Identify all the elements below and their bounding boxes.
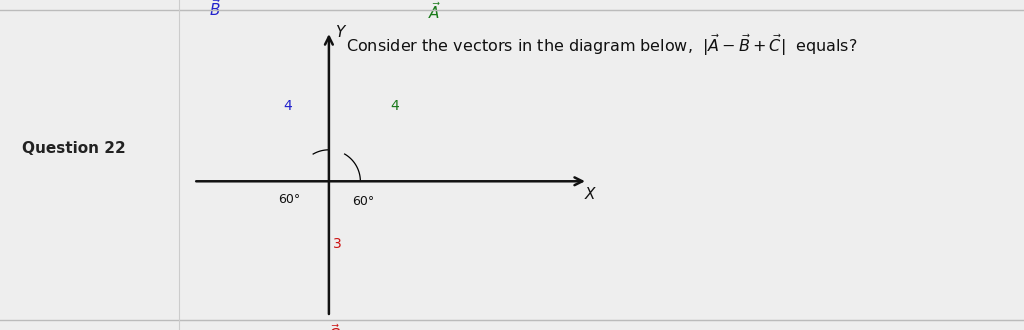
- Text: 60°: 60°: [279, 193, 300, 206]
- Text: Question 22: Question 22: [22, 141, 125, 156]
- Text: $\vec{C}$: $\vec{C}$: [329, 323, 341, 330]
- Text: Y: Y: [335, 25, 344, 40]
- Text: Consider the vectors in the diagram below,  $|\vec{A} - \vec{B} + \vec{C}|$  equ: Consider the vectors in the diagram belo…: [346, 33, 857, 58]
- Text: 4: 4: [284, 99, 292, 113]
- Text: 60°: 60°: [352, 195, 375, 208]
- Text: $\vec{A}$: $\vec{A}$: [428, 1, 441, 22]
- Text: 3: 3: [333, 237, 342, 251]
- Text: X: X: [585, 187, 596, 202]
- Text: $\vec{B}$: $\vec{B}$: [209, 0, 221, 19]
- Text: 4: 4: [390, 99, 398, 113]
